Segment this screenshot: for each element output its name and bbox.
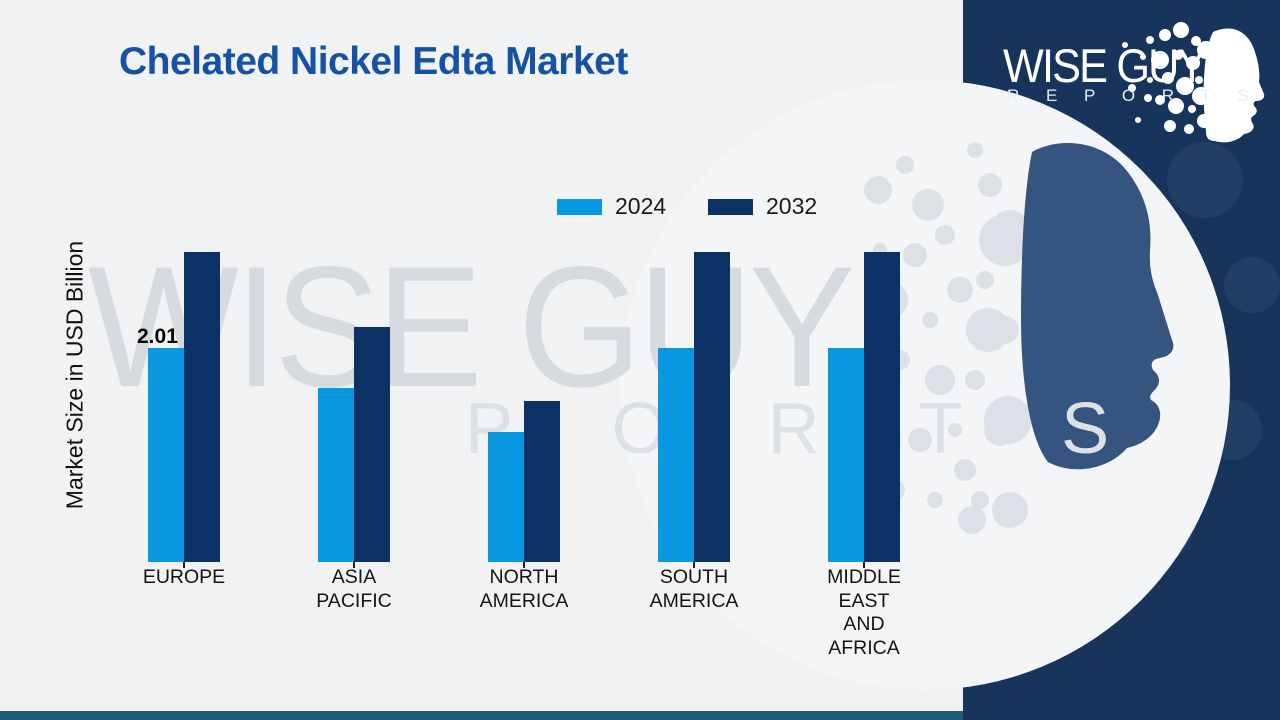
bokeh-circles [1104,142,1280,566]
x-axis-label-europe: EUROPE [142,566,226,588]
x-axis-tick-asia-pacific [353,562,355,568]
logo-reports: R E P O R T S [1007,86,1260,105]
bar-south-america-2032 [694,252,730,562]
bar-asia-pacific-2024 [318,388,354,562]
logo-wordmark: WISE GUY [1003,39,1206,92]
x-axis-label-south-america: SOUTH AMERICA [649,566,739,612]
face-silhouette [1021,143,1174,470]
bar-asia-pacific-2032 [354,327,390,562]
bar-europe-2032 [184,252,220,562]
bar-north-america-2024 [488,432,524,562]
bar-middle-east-and-africa-2024 [828,348,864,562]
x-axis-label-asia-pacific: ASIA PACIFIC [316,566,392,612]
x-axis-tick-south-america [693,562,695,568]
page-title: Chelated Nickel Edta Market [119,40,628,83]
bar-middle-east-and-africa-2032 [864,252,900,562]
dissolve-dots-gray [864,142,1032,534]
dissolve-dots-white [1122,22,1221,134]
footer-strip [0,711,963,720]
legend-label-2024: 2024 [615,193,667,219]
x-axis-tick-middle-east-and-africa [863,562,865,568]
x-axis-tick-north-america [523,562,525,568]
data-label-europe-2024: 2.01 [137,325,178,348]
legend-swatch-2024 [557,199,602,215]
legend-label-2032: 2032 [766,193,818,219]
x-axis-tick-europe [183,562,185,568]
bar-north-america-2032 [524,401,560,562]
x-axis-label-middle-east-and-africa: MIDDLE EAST AND AFRICA [827,566,901,659]
bar-europe-2024 [148,348,184,562]
y-axis-label: Market Size in USD Billion [61,240,88,510]
x-axis-label-north-america: NORTH AMERICA [479,566,569,612]
bar-south-america-2024 [658,348,694,562]
legend-swatch-2032 [708,199,753,215]
